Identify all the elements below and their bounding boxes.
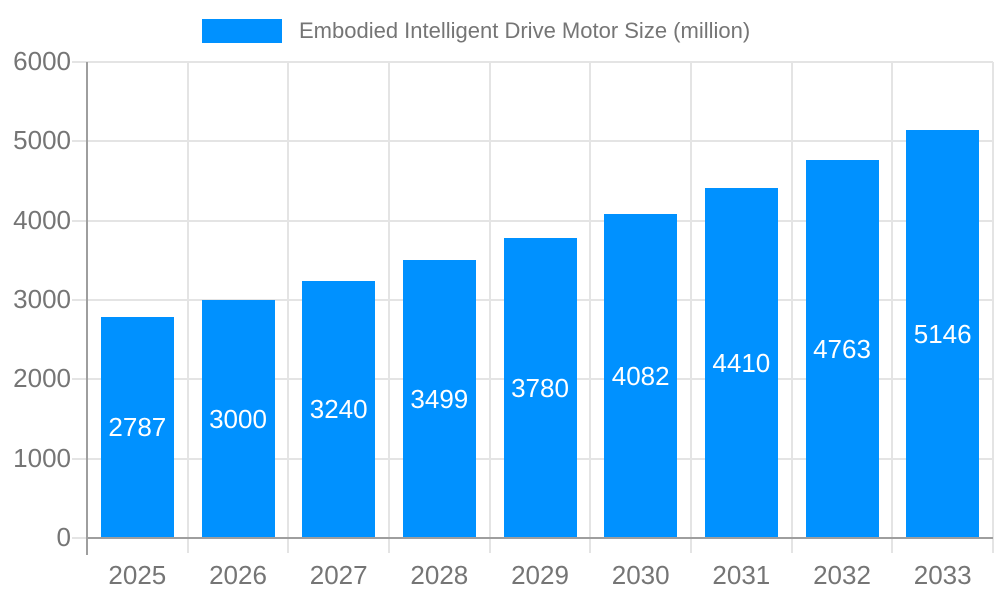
y-tick-label: 3000 [13, 284, 71, 314]
bar-value-label: 4082 [611, 361, 670, 392]
x-tick-label: 2028 [410, 560, 469, 590]
v-gridline [790, 62, 793, 538]
x-axis-tick [186, 538, 189, 553]
v-gridline [388, 62, 390, 538]
x-tick-label: 2026 [209, 560, 267, 590]
v-gridline [488, 62, 491, 538]
v-gridline [690, 62, 692, 538]
chart-legend: Embodied Intelligent Drive Motor Size (m… [202, 17, 750, 45]
bar [302, 280, 376, 538]
x-axis-baseline [87, 537, 993, 539]
legend-color-swatch [202, 19, 282, 43]
y-axis-tick [72, 378, 87, 381]
v-gridline [287, 62, 290, 538]
bar-value-label: 3499 [410, 384, 469, 415]
y-axis-tick [72, 457, 87, 460]
x-axis-tick [388, 538, 390, 553]
x-tick-label: 2025 [108, 560, 167, 590]
y-tick-label: 5000 [13, 125, 71, 156]
x-tick-label: 2031 [712, 560, 771, 590]
h-gridline [87, 219, 993, 222]
bar [503, 238, 577, 538]
bar [604, 214, 678, 538]
y-tick-label: 2000 [13, 363, 71, 394]
bar [100, 316, 174, 538]
x-axis-tick [790, 538, 793, 553]
v-gridline [891, 62, 894, 538]
bar [805, 160, 879, 538]
bar-value-label: 4410 [712, 348, 771, 379]
y-axis-line [86, 62, 88, 555]
y-axis-tick [72, 299, 87, 301]
v-gridline [589, 62, 592, 538]
y-tick-label: 0 [56, 522, 71, 552]
x-axis-tick [287, 538, 290, 553]
x-tick-label: 2027 [309, 560, 368, 590]
y-axis-tick [72, 61, 87, 63]
y-axis-tick [72, 140, 87, 143]
y-axis-tick [72, 219, 87, 222]
h-gridline [87, 140, 993, 143]
bar-value-label: 3000 [209, 404, 267, 434]
h-gridline [87, 61, 993, 63]
v-gridline [186, 62, 189, 538]
x-axis-tick [992, 538, 994, 553]
x-tick-label: 2032 [813, 560, 871, 590]
legend-series-label: Embodied Intelligent Drive Motor Size (m… [299, 18, 751, 43]
x-tick-label: 2030 [611, 560, 670, 590]
bar-value-label: 2787 [108, 412, 167, 443]
bar-value-label: 4763 [813, 334, 871, 365]
x-tick-label: 2033 [913, 560, 972, 590]
x-axis-tick [589, 538, 592, 553]
y-tick-label: 1000 [13, 442, 71, 473]
bar-value-label: 3240 [309, 394, 368, 425]
bar [402, 260, 476, 538]
bar [201, 300, 275, 538]
bar [906, 129, 980, 538]
y-tick-label: 6000 [13, 46, 71, 76]
bar-value-label: 5146 [913, 318, 972, 349]
bar-value-label: 3780 [511, 373, 569, 404]
v-gridline [992, 62, 994, 538]
bar [704, 188, 778, 538]
y-axis-tick [72, 537, 87, 539]
x-tick-label: 2029 [511, 560, 569, 590]
x-axis-tick [891, 538, 894, 553]
y-tick-label: 4000 [13, 204, 71, 235]
x-axis-tick [690, 538, 692, 553]
x-axis-tick [488, 538, 491, 553]
